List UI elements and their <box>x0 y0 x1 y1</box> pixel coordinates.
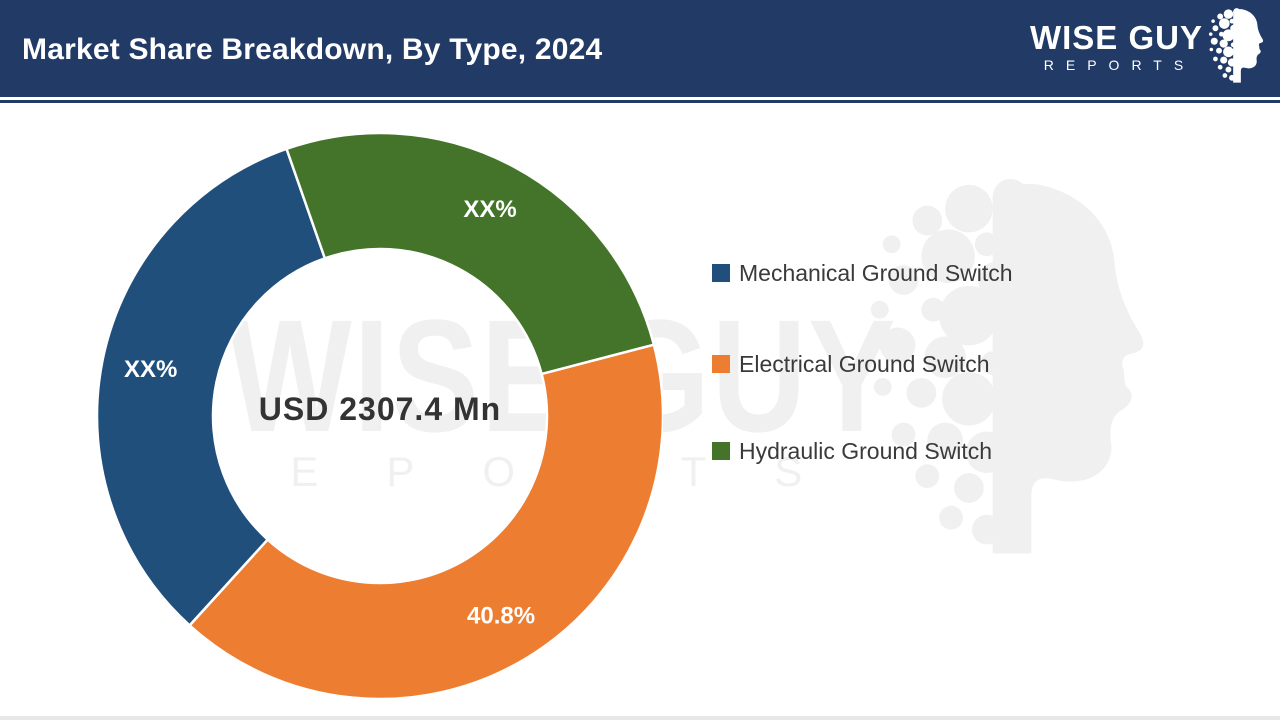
slice-label: XX% <box>124 356 177 383</box>
legend-item-mechanical: Mechanical Ground Switch <box>712 259 1013 287</box>
header-divider <box>0 100 1280 103</box>
donut-slice <box>95 147 327 627</box>
header: Market Share Breakdown, By Type, 2024 <box>0 0 1280 97</box>
center-value: USD 2307.4 Mn <box>259 391 501 427</box>
legend-swatch-mechanical <box>712 264 730 282</box>
legend-swatch-electrical <box>712 355 730 373</box>
logo-reports-text: REPORTS <box>1043 57 1196 73</box>
legend-label: Electrical Ground Switch <box>739 350 990 377</box>
slice-label: XX% <box>463 196 516 223</box>
wiseguy-logo: WISE GUY REPORTS <box>1030 7 1268 87</box>
legend-label: Mechanical Ground Switch <box>739 259 1013 286</box>
footer-strip <box>0 716 1280 720</box>
logo-wordmark: WISE GUY <box>1029 19 1203 56</box>
legend-item-hydraulic: Hydraulic Ground Switch <box>712 437 992 465</box>
legend-label: Hydraulic Ground Switch <box>739 437 993 464</box>
donut-chart: USD 2307.4 Mn 40.8% XX% XX% <box>95 131 665 701</box>
legend-item-electrical: Electrical Ground Switch <box>712 350 990 378</box>
slice-label: 40.8% <box>467 603 535 630</box>
donut-chart-container: USD 2307.4 Mn 40.8% XX% XX% <box>95 131 665 701</box>
donut-slice <box>188 343 665 701</box>
legend-swatch-hydraulic <box>712 442 730 460</box>
page-title: Market Share Breakdown, By Type, 2024 <box>22 32 603 66</box>
donut-slice <box>285 131 656 376</box>
logo-text: WISE GUY REPORTS <box>1030 21 1203 72</box>
logo-face-icon <box>1208 8 1264 83</box>
